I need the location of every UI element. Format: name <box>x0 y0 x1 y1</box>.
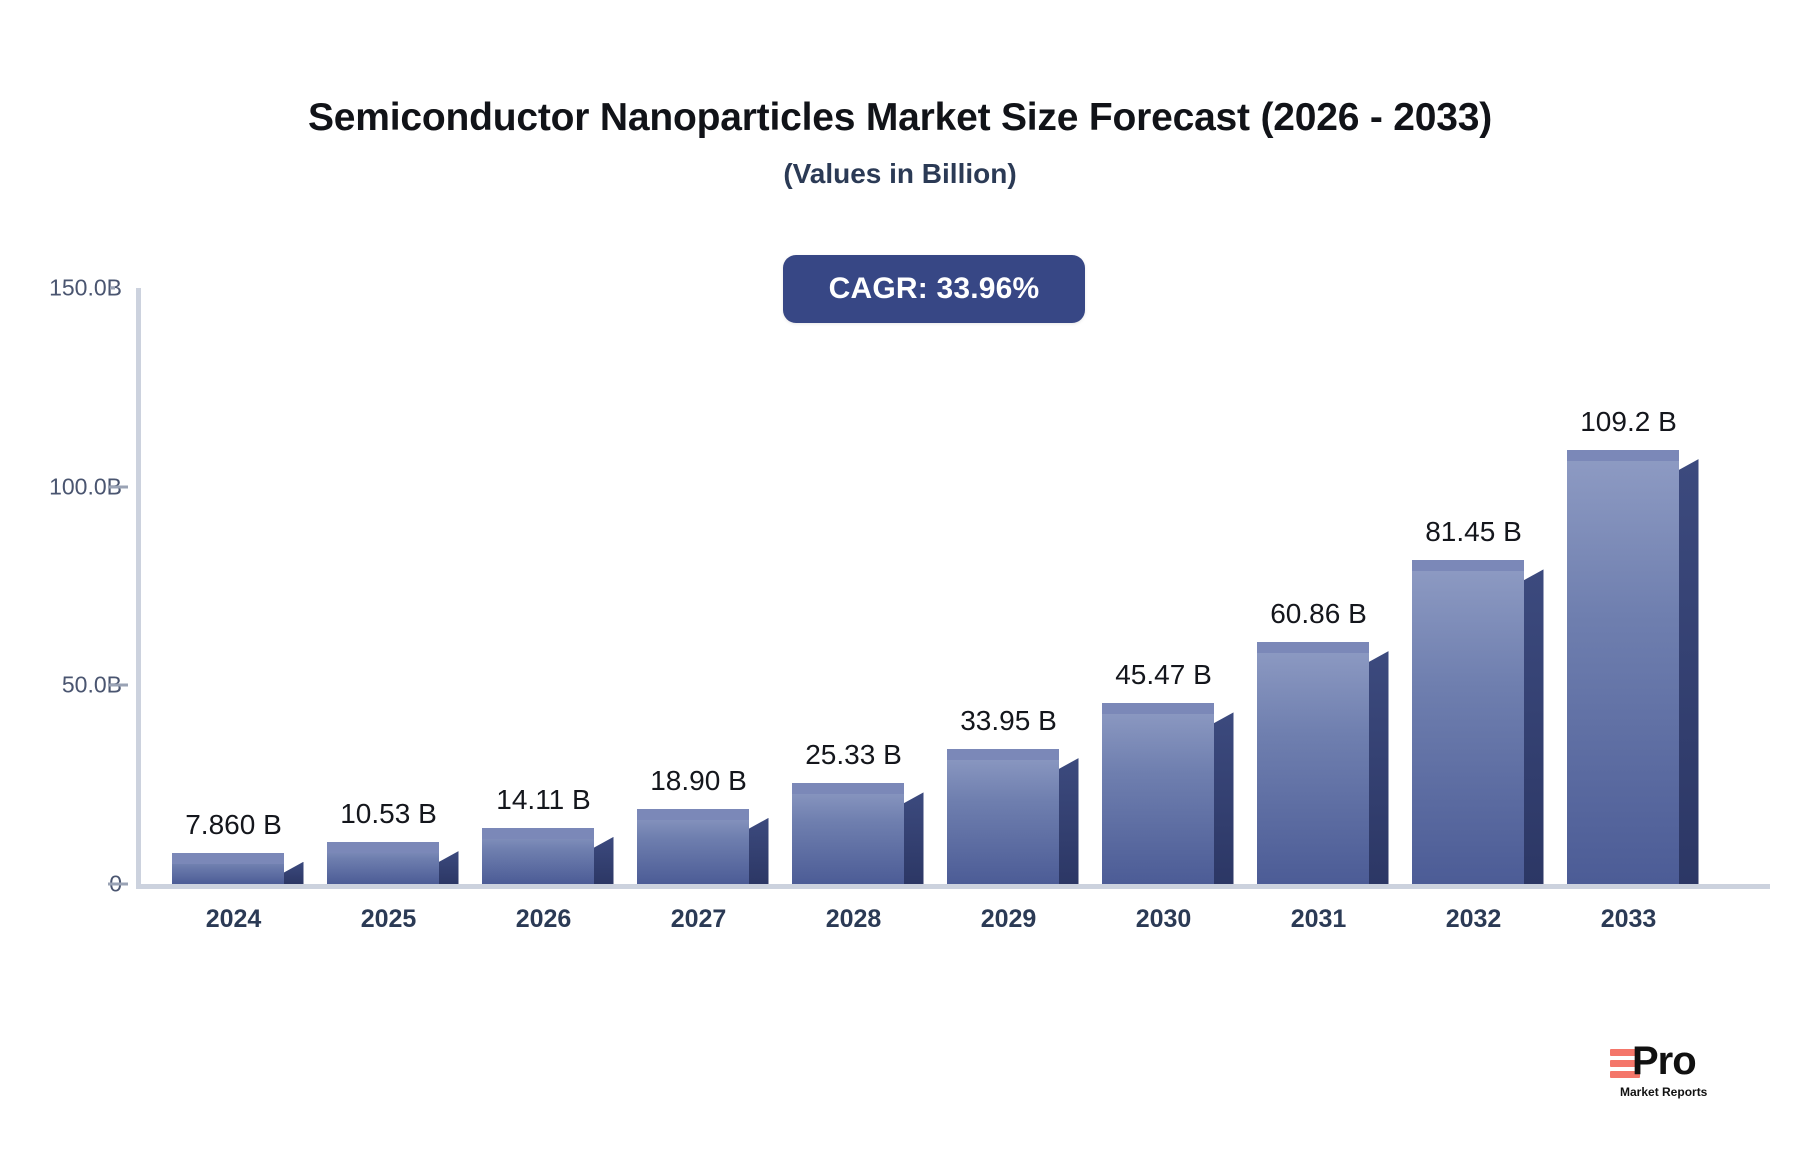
x-tick-label: 2032 <box>1445 905 1502 933</box>
bar <box>1411 560 1544 884</box>
bar-top-face <box>636 808 749 820</box>
bar-side-face <box>1523 569 1544 884</box>
bar-value-label: 109.2 B <box>1580 406 1677 438</box>
y-tick-mark <box>108 683 128 687</box>
bar-value-label: 10.53 B <box>340 798 437 830</box>
bar-top-face <box>1101 703 1214 715</box>
logo-tagline: Market Reports <box>1620 1085 1708 1099</box>
bar-top-face <box>1256 642 1369 654</box>
bar-side-face <box>748 817 769 884</box>
x-tick-label: 2026 <box>515 905 572 933</box>
bar-front-face <box>636 808 749 884</box>
x-tick-label: 2030 <box>1135 905 1192 933</box>
bar-front-face <box>1256 642 1369 884</box>
y-tick-label: 150.0B <box>49 274 122 301</box>
bar-side-face <box>283 861 304 884</box>
chart-header: Semiconductor Nanoparticles Market Size … <box>0 96 1800 190</box>
bar <box>1101 703 1234 884</box>
bar-side-face <box>1213 712 1234 884</box>
x-tick-label: 2031 <box>1290 905 1347 933</box>
bar-value-label: 45.47 B <box>1115 659 1212 691</box>
y-tick-label: 100.0B <box>49 473 122 500</box>
bar <box>1256 642 1389 884</box>
bar <box>171 852 304 884</box>
bar-side-face <box>903 792 924 884</box>
y-tick-mark <box>110 286 115 290</box>
bar-value-label: 14.11 B <box>496 783 591 815</box>
bar-side-face <box>1678 459 1699 884</box>
bar-value-label: 33.95 B <box>960 705 1057 737</box>
bar-top-face <box>171 852 284 864</box>
bar-side-face <box>1058 758 1079 884</box>
x-tick-label: 2024 <box>205 905 262 933</box>
bar-top-face <box>791 783 904 795</box>
bar-front-face <box>946 749 1059 884</box>
bar-side-face <box>1368 651 1389 884</box>
x-tick-label: 2025 <box>360 905 417 933</box>
bar-top-face <box>946 749 1059 761</box>
bar-front-face <box>1101 703 1214 884</box>
x-tick-label: 2027 <box>670 905 727 933</box>
x-tick-label: 2033 <box>1600 905 1657 933</box>
y-tick-mark <box>108 485 128 489</box>
bar <box>481 827 614 884</box>
cagr-badge: CAGR: 33.96% <box>783 255 1085 323</box>
bar-value-label: 25.33 B <box>805 739 902 771</box>
bar-top-face <box>1411 560 1524 572</box>
bar-front-face <box>791 783 904 884</box>
bar-front-face <box>1411 560 1524 884</box>
pro-market-reports-logo: Pro Market Reports <box>1610 1039 1730 1115</box>
y-tick-label: 0 <box>0 871 122 898</box>
bar-value-label: 7.860 B <box>185 808 282 840</box>
x-axis-line <box>136 884 1770 889</box>
x-tick-label: 2029 <box>980 905 1037 933</box>
bar <box>636 808 769 884</box>
bar <box>791 783 924 884</box>
bar-side-face <box>593 836 614 884</box>
bar-side-face <box>438 851 459 884</box>
chart-title: Semiconductor Nanoparticles Market Size … <box>307 96 1493 139</box>
y-tick-mark <box>108 882 128 886</box>
bar <box>1566 450 1699 884</box>
bar-front-face <box>1566 450 1679 884</box>
y-axis-line <box>136 288 141 888</box>
bar-top-face <box>481 827 594 839</box>
bar <box>946 749 1079 884</box>
y-tick-label: 50.0B <box>61 671 122 698</box>
bar-top-face <box>1566 450 1679 462</box>
logo-bars-icon <box>1610 1049 1640 1082</box>
logo-name: Pro <box>1632 1039 1697 1083</box>
bar-value-label: 81.45 B <box>1425 516 1522 548</box>
bar-value-label: 18.90 B <box>650 764 747 796</box>
bar-value-label: 60.86 B <box>1270 598 1367 630</box>
cagr-badge-label: CAGR: 33.96% <box>828 272 1040 305</box>
bar <box>326 842 459 884</box>
chart-subtitle: (Values in Billion) <box>783 157 1017 189</box>
x-tick-label: 2028 <box>825 905 882 933</box>
bar-top-face <box>326 842 439 854</box>
